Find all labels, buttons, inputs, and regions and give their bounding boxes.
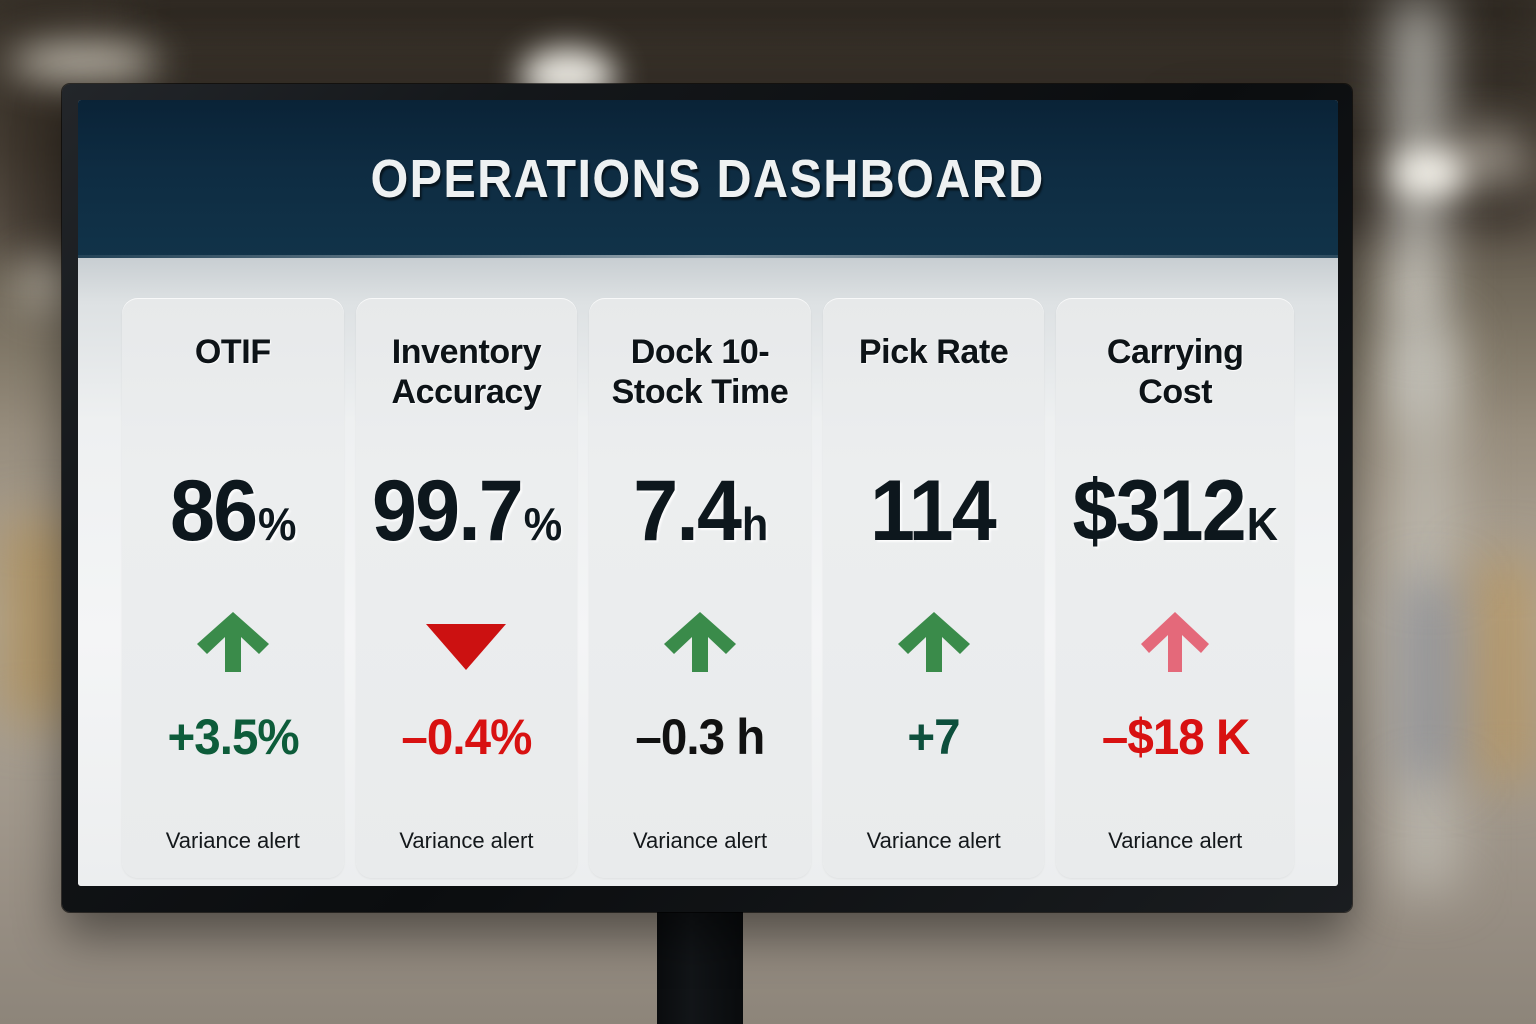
status-badge: Variance alert: [165, 828, 300, 853]
pallet-stack: [1470, 560, 1536, 780]
kpi-card-otif[interactable]: OTIF 86 % +3.5% Variance alert: [122, 298, 344, 878]
kpi-value-number: 99.7: [371, 463, 524, 559]
kpi-delta: –$18 K: [1101, 709, 1249, 765]
kpi-value-unit: K: [1247, 498, 1278, 550]
kpi-value: 7.4 h: [632, 463, 768, 559]
arrow-up-icon: [193, 610, 273, 674]
kpi-value-number: 7.4: [632, 463, 742, 559]
ceiling-light: [1392, 150, 1466, 196]
ceiling-light: [8, 44, 158, 80]
kpi-value-number: 86: [170, 463, 258, 559]
kpi-delta: +7: [907, 709, 961, 765]
kpi-value-unit: h: [741, 498, 768, 550]
kpi-value: 86 %: [170, 463, 297, 559]
kpi-card-dock-to-stock-time[interactable]: Dock 10-Stock Time 7.4 h –0.3 h Variance…: [589, 298, 811, 878]
page-title: OPERATIONS DASHBOARD: [370, 149, 1046, 209]
monitor-stand: [657, 906, 743, 1024]
status-badge: Variance alert: [632, 828, 768, 853]
kpi-delta: –0.3 h: [635, 709, 766, 765]
status-badge: Variance alert: [1108, 828, 1243, 853]
status-badge: Variance alert: [866, 828, 1001, 853]
arrow-up-icon: [660, 610, 740, 674]
kpi-value: $312 K: [1073, 468, 1278, 554]
kpi-label: Dock 10-Stock Time: [611, 333, 789, 412]
kpi-label: OTIF: [194, 333, 271, 371]
dashboard-header: OPERATIONS DASHBOARD: [78, 100, 1338, 258]
ceiling-light: [1388, 272, 1428, 304]
kpi-card-row: OTIF 86 % +3.5% Variance alert In: [78, 258, 1338, 886]
kpi-label: Inventory Accuracy: [391, 333, 542, 412]
kpi-value: 99.7 %: [371, 463, 562, 559]
ceiling-beam: [120, 0, 1536, 36]
kpi-label: Carrying Cost: [1106, 333, 1244, 412]
monitor-bezel: OPERATIONS DASHBOARD OTIF 86 % +3.5%: [62, 84, 1352, 912]
kpi-value-number: 114: [870, 463, 997, 559]
kpi-value-unit: %: [258, 498, 296, 550]
kpi-value-number: $312: [1072, 463, 1247, 559]
status-badge: Variance alert: [399, 828, 534, 853]
arrow-up-icon: [894, 610, 974, 674]
kpi-delta: +3.5%: [167, 709, 299, 765]
triangle-down-icon: [424, 610, 508, 674]
kpi-value: 114: [870, 468, 997, 554]
pallet-stack: [1400, 580, 1460, 780]
kpi-card-carrying-cost[interactable]: Carrying Cost $312 K –$18 K Variance ale…: [1056, 298, 1294, 878]
kpi-delta: –0.4%: [401, 709, 532, 765]
kpi-card-pick-rate[interactable]: Pick Rate 114 +7 Variance alert: [822, 298, 1045, 878]
kpi-label: Pick Rate: [858, 333, 1009, 371]
kpi-value-unit: %: [523, 498, 562, 550]
dashboard-screen: OPERATIONS DASHBOARD OTIF 86 % +3.5%: [78, 100, 1338, 886]
arrow-up-icon: [1135, 610, 1215, 674]
ceiling-light: [1448, 126, 1528, 186]
kpi-card-inventory-accuracy[interactable]: Inventory Accuracy 99.7 % –0.4% Variance…: [355, 298, 578, 878]
